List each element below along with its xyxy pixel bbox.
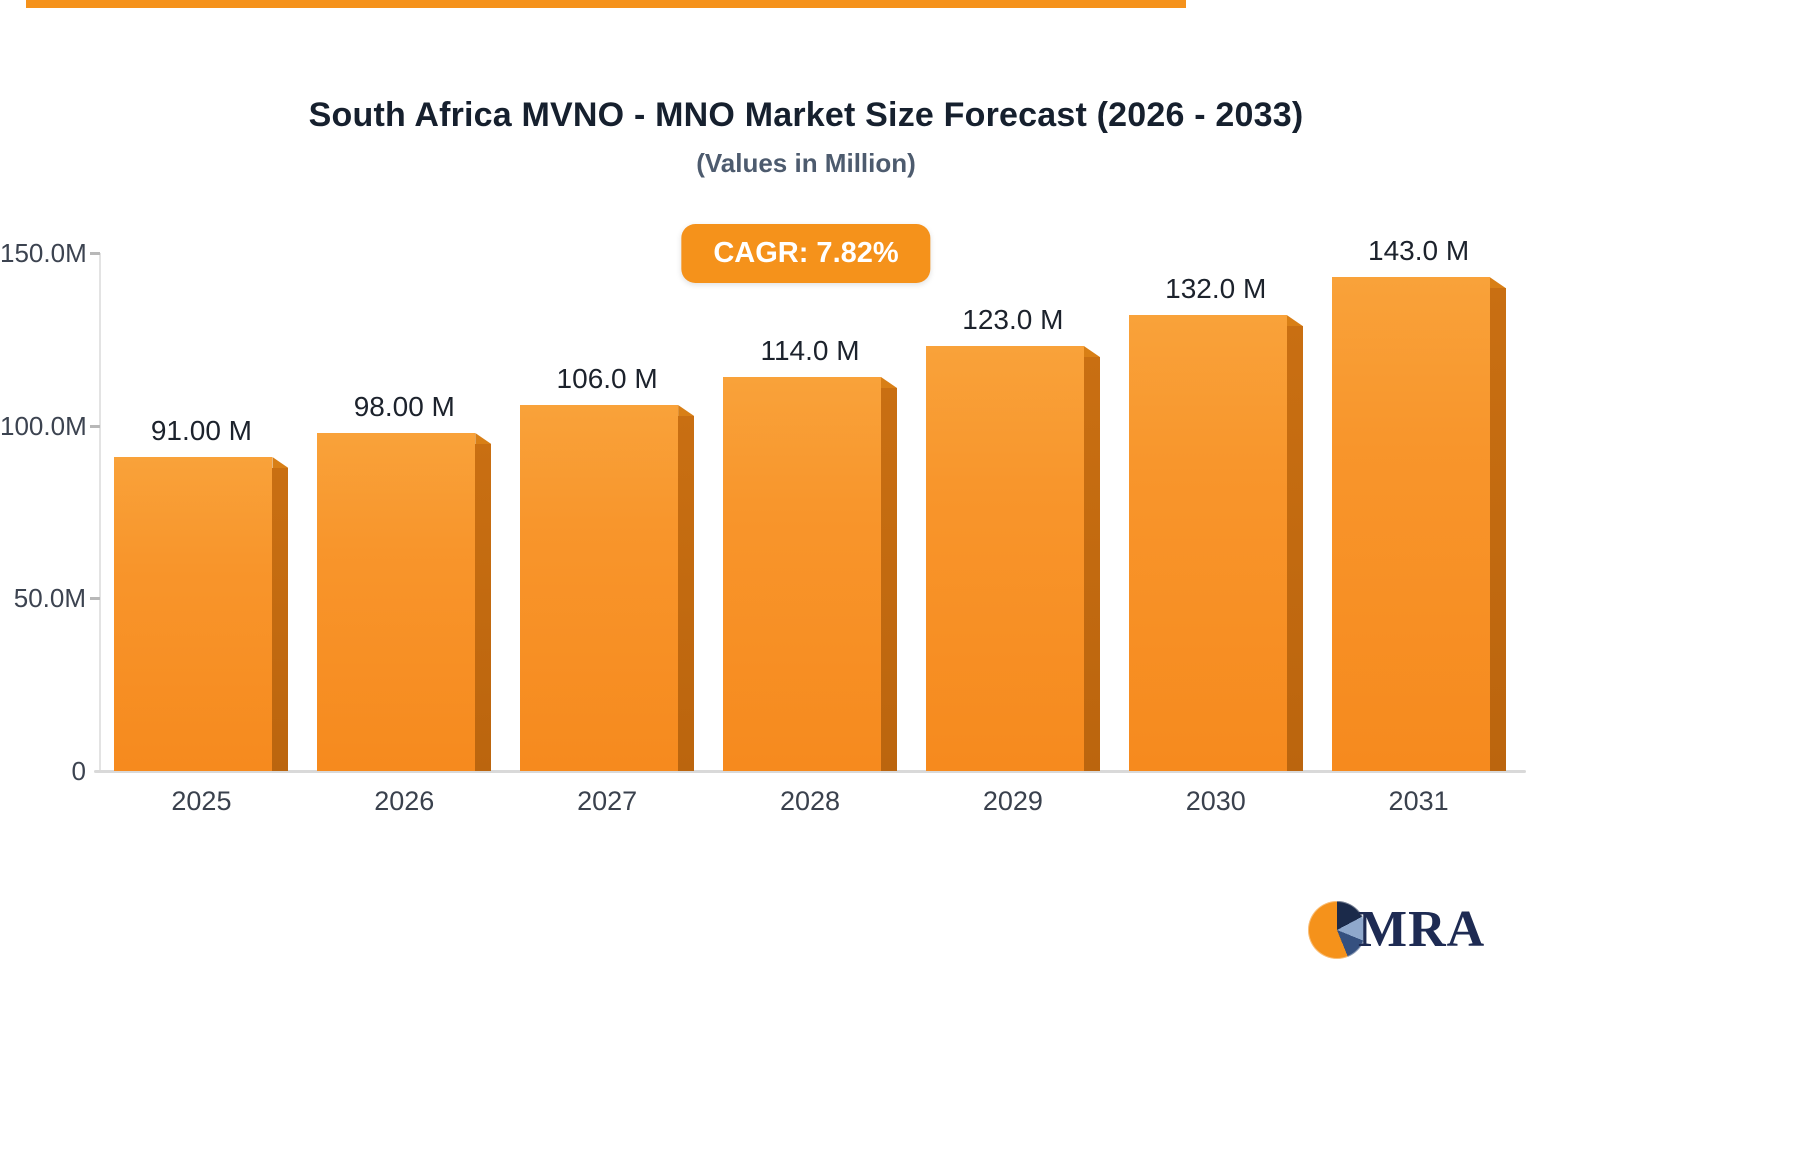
bar-value-label: 123.0 M bbox=[962, 304, 1064, 335]
bar-front-face bbox=[925, 346, 1084, 771]
y-axis-tick-mark bbox=[90, 597, 100, 601]
bar-front-face bbox=[114, 457, 273, 771]
y-axis-tick-label: 50.0M bbox=[13, 583, 86, 614]
y-axis-tick-label: 0 bbox=[71, 756, 86, 786]
bar-top-bevel bbox=[272, 457, 289, 468]
bar-2027: 106.0 M bbox=[520, 363, 695, 771]
cagr-badge: CAGR: 7.82% bbox=[681, 224, 931, 283]
bar-slot: 91.00 M bbox=[100, 253, 303, 771]
bar-side-face bbox=[1286, 326, 1303, 771]
y-axis-tick-label: 150.0M bbox=[0, 238, 87, 268]
brand-logo-text: MRA bbox=[1358, 901, 1486, 958]
bar-top-bevel bbox=[1286, 315, 1303, 326]
y-axis-tick-mark bbox=[90, 424, 100, 428]
chart-title: South Africa MVNO - MNO Market Size Fore… bbox=[308, 96, 1304, 134]
bar-slot: 106.0 M bbox=[506, 253, 709, 771]
bar-2031: 143.0 M bbox=[1331, 235, 1506, 771]
y-axis-line bbox=[99, 253, 101, 771]
bar-slot: 132.0 M bbox=[1114, 253, 1317, 771]
x-axis-label: 2029 bbox=[982, 786, 1043, 816]
bar-2029: 123.0 M bbox=[925, 304, 1100, 771]
bar-slot: 123.0 M bbox=[911, 253, 1114, 771]
bar-value-label: 91.00 M bbox=[150, 415, 253, 446]
bar-slot: 143.0 M bbox=[1317, 235, 1520, 771]
bar-top-bevel bbox=[881, 377, 897, 388]
bar-side-face bbox=[475, 444, 492, 771]
x-axis-label: 2028 bbox=[779, 786, 841, 816]
bar-2028: 114.0 M bbox=[723, 335, 897, 771]
bar-front-face bbox=[1128, 315, 1287, 771]
brand-logo: MRA bbox=[1308, 901, 1485, 959]
bar-value-label: 114.0 M bbox=[760, 335, 860, 366]
y-axis-tick-mark bbox=[90, 252, 100, 255]
bar-top-bevel bbox=[678, 405, 695, 416]
x-axis-label: 2027 bbox=[577, 786, 638, 816]
bar-value-label: 106.0 M bbox=[556, 363, 658, 394]
bar-series: 91.00 M 98.00 M 106.0 M 114.0 M 123.0 M 132.0… bbox=[100, 235, 1520, 771]
bar-side-face bbox=[678, 416, 695, 771]
bar-2030: 132.0 M bbox=[1128, 273, 1303, 771]
x-axis-line bbox=[94, 770, 1526, 773]
x-axis-label: 2026 bbox=[374, 786, 435, 816]
y-axis-tick-label: 100.0M bbox=[0, 410, 87, 441]
bar-front-face bbox=[1331, 277, 1490, 771]
bar-front-face bbox=[317, 433, 476, 771]
x-axis-label: 2031 bbox=[1388, 786, 1449, 816]
bar-2025: 91.00 M bbox=[114, 415, 289, 771]
x-axis-label: 2030 bbox=[1185, 786, 1246, 816]
x-axis-labels: 2025 2026 2027 2028 2029 2030 2031 bbox=[100, 786, 1520, 817]
bar-2026: 98.00 M bbox=[317, 391, 492, 771]
bar-value-label: 143.0 M bbox=[1367, 235, 1470, 266]
pie-logo-icon bbox=[1308, 901, 1366, 959]
bar-value-label: 132.0 M bbox=[1165, 273, 1267, 304]
top-accent-bar bbox=[26, 0, 1186, 8]
bar-side-face bbox=[272, 468, 289, 771]
bar-top-bevel bbox=[1489, 277, 1506, 288]
bar-side-face bbox=[1489, 288, 1506, 771]
bar-top-bevel bbox=[1083, 346, 1100, 357]
chart-subtitle: (Values in Million) bbox=[696, 148, 916, 178]
bar-side-face bbox=[881, 388, 897, 771]
bar-front-face bbox=[723, 377, 881, 771]
bar-slot: 114.0 M bbox=[709, 253, 912, 771]
bar-top-bevel bbox=[475, 433, 492, 444]
bar-front-face bbox=[520, 405, 679, 771]
bar-slot: 98.00 M bbox=[303, 253, 506, 771]
x-axis-label: 2025 bbox=[171, 786, 232, 816]
bar-side-face bbox=[1083, 357, 1100, 771]
bar-value-label: 98.00 M bbox=[353, 391, 455, 422]
